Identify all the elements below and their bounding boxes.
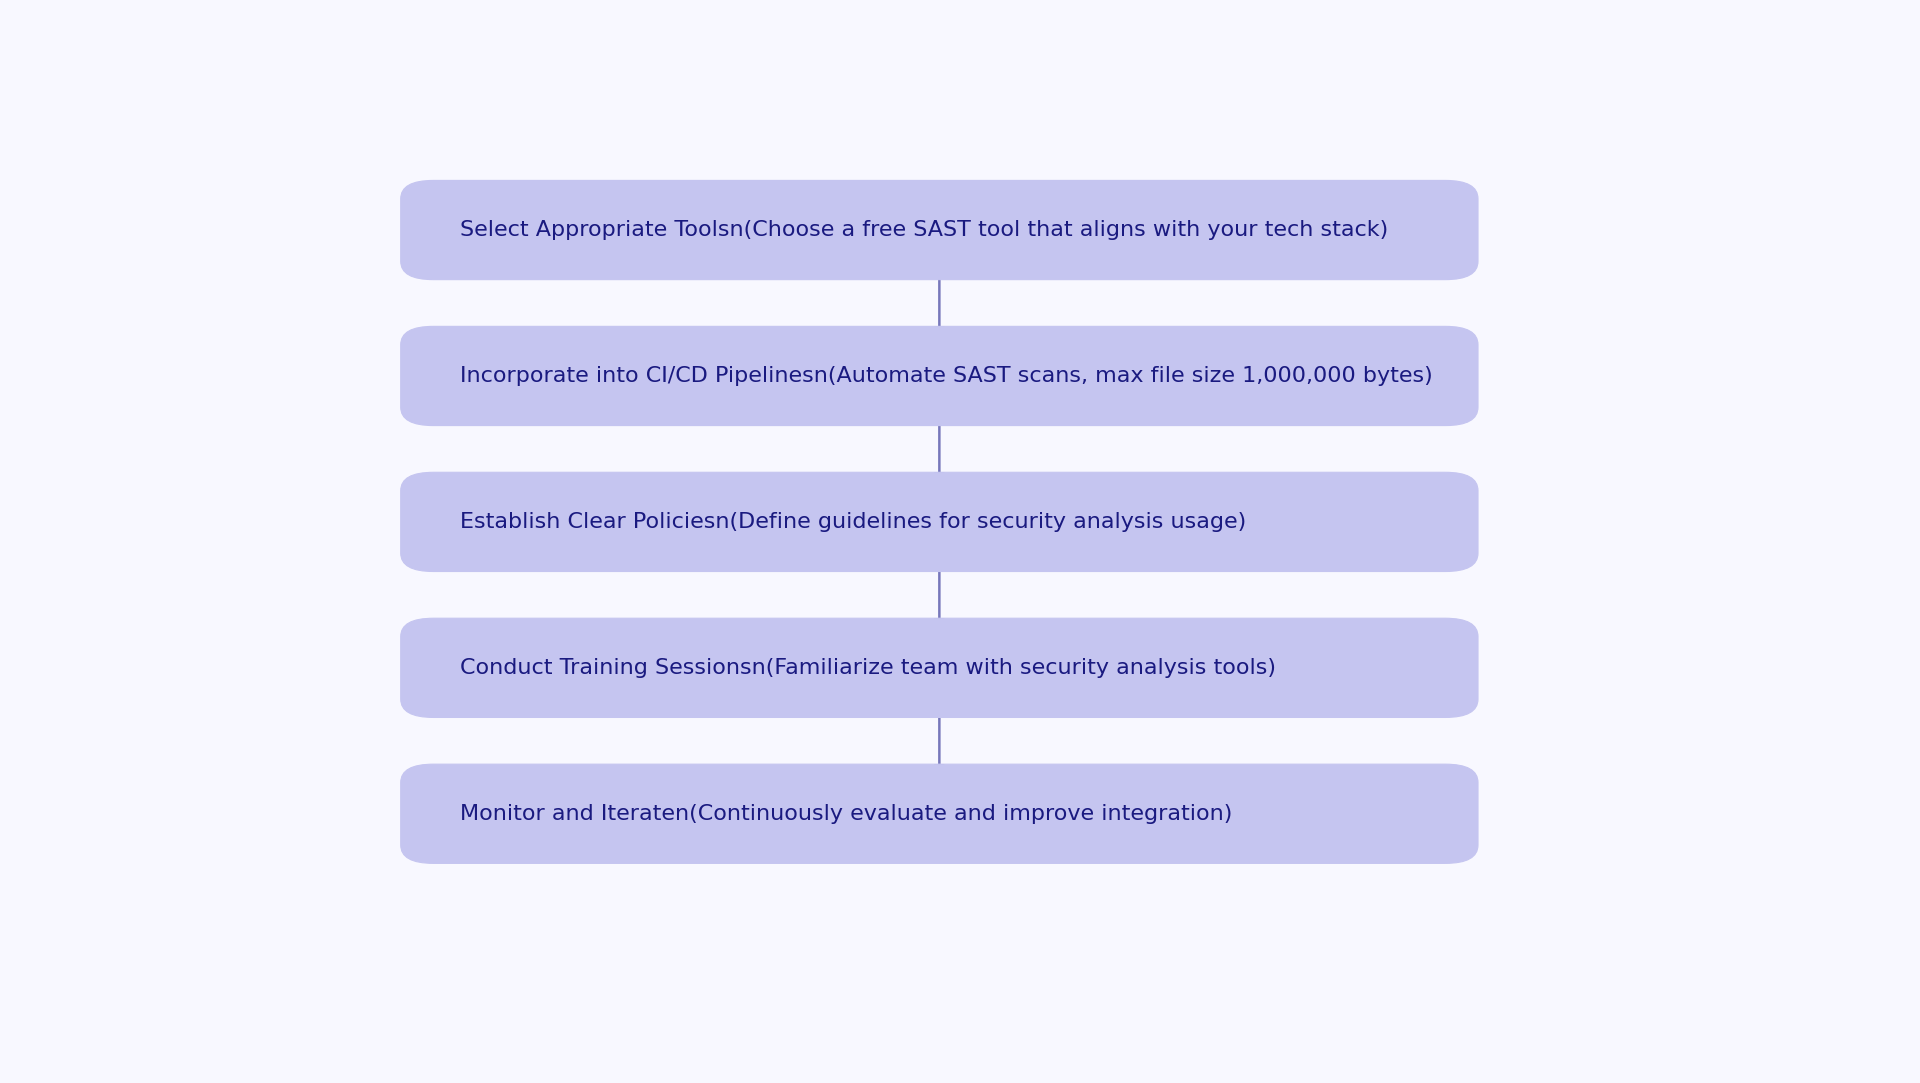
Text: Select Appropriate Toolsn(Choose a free SAST tool that aligns with your tech sta: Select Appropriate Toolsn(Choose a free … <box>461 220 1388 240</box>
FancyBboxPatch shape <box>401 181 1478 279</box>
FancyBboxPatch shape <box>401 765 1478 863</box>
Text: Monitor and Iteraten(Continuously evaluate and improve integration): Monitor and Iteraten(Continuously evalua… <box>461 804 1233 824</box>
FancyBboxPatch shape <box>401 618 1478 717</box>
Text: Establish Clear Policiesn(Define guidelines for security analysis usage): Establish Clear Policiesn(Define guideli… <box>461 512 1246 532</box>
FancyBboxPatch shape <box>401 326 1478 426</box>
FancyBboxPatch shape <box>401 472 1478 572</box>
Text: Conduct Training Sessionsn(Familiarize team with security analysis tools): Conduct Training Sessionsn(Familiarize t… <box>461 657 1277 678</box>
Text: Incorporate into CI/CD Pipelinesn(Automate SAST scans, max file size 1,000,000 b: Incorporate into CI/CD Pipelinesn(Automa… <box>461 366 1432 386</box>
